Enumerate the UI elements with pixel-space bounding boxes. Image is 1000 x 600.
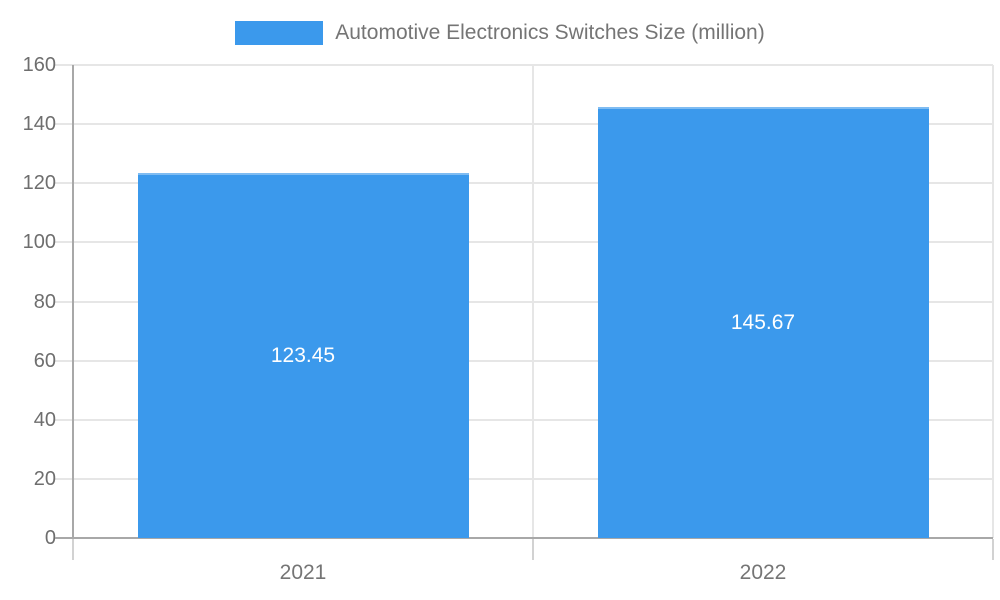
bar-2021[interactable] [137, 173, 469, 538]
gridline-h-40 [55, 418, 993, 421]
y-tick-label-40: 40 [33, 408, 56, 431]
y-tick-label-120: 120 [22, 172, 56, 195]
x-tick-mark-1 [532, 539, 534, 560]
legend: Automotive Electronics Switches Size (mi… [0, 16, 1000, 50]
legend-swatch [235, 21, 324, 45]
bar-value-label-2022: 145.67 [730, 310, 796, 334]
y-tick-label-80: 80 [33, 290, 56, 313]
y-tick-label-140: 140 [22, 113, 56, 136]
gridline-h-20 [55, 477, 993, 480]
gridline-h-60 [55, 359, 993, 362]
x-axis-label-2021: 2021 [279, 561, 327, 584]
y-tick-label-100: 100 [22, 231, 56, 254]
gridline-h-100 [55, 241, 993, 244]
x-axis-label-2022: 2022 [739, 561, 787, 584]
bar-2022[interactable] [597, 107, 929, 538]
gridline-h-120 [55, 182, 993, 185]
y-axis-line [72, 65, 74, 538]
gridline-h-80 [55, 300, 993, 303]
legend-label: Automotive Electronics Switches Size (mi… [335, 21, 765, 44]
gridline-h-160 [55, 64, 993, 66]
y-tick-label-20: 20 [33, 467, 56, 490]
y-tick-label-160: 160 [22, 54, 56, 76]
x-tick-mark-2 [992, 539, 994, 560]
y-tick-label-60: 60 [33, 349, 56, 372]
gridline-v-1 [532, 65, 534, 538]
x-axis-baseline [55, 537, 993, 539]
gridline-v-2 [992, 65, 994, 538]
y-tick-label-0: 0 [44, 527, 56, 549]
x-tick-mark-0 [72, 539, 74, 560]
gridline-h-140 [55, 123, 993, 126]
bar-value-label-2021: 123.45 [270, 343, 336, 367]
